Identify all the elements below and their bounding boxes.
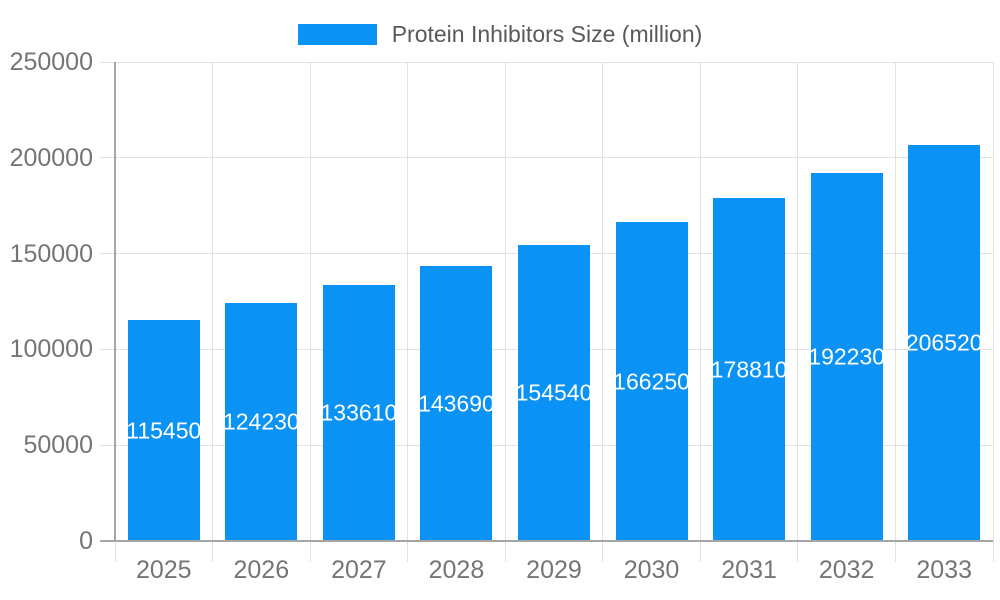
gridline-vertical: [212, 62, 214, 562]
plot-area: 115450 124230 133610 143690 154540 166250 1788…: [100, 61, 994, 562]
bar-value-label: 206520: [908, 329, 981, 356]
gridline-vertical: [699, 62, 701, 562]
x-tick-label: 2029: [526, 556, 582, 584]
bar-value-label: 124230: [225, 408, 298, 435]
bar-2028[interactable]: 143690: [420, 266, 493, 541]
gridline-vertical: [407, 62, 409, 562]
bar-value-label: 166250: [615, 368, 688, 394]
bar-2032[interactable]: 192230: [810, 173, 883, 541]
bar-value-label: 143690: [420, 390, 493, 416]
bar-2026[interactable]: 124230: [225, 303, 298, 541]
legend-swatch: [297, 23, 377, 45]
x-tick-label: 2032: [818, 556, 875, 584]
y-tick-label: 250000: [9, 48, 93, 76]
y-tick-label: 0: [79, 527, 93, 555]
x-tick-label: 2028: [428, 556, 485, 584]
gridline-vertical: [797, 62, 799, 562]
y-tick-label: 100000: [9, 335, 93, 364]
x-tick-label: 2026: [233, 556, 290, 584]
x-tick-label: 2031: [721, 556, 777, 584]
legend[interactable]: Protein Inhibitors Size (million): [0, 22, 1000, 46]
legend-label: Protein Inhibitors Size (million): [391, 21, 703, 47]
x-tick-label: 2027: [331, 556, 387, 584]
bar-2027[interactable]: 133610: [322, 285, 395, 541]
y-tick-label: 50000: [23, 431, 93, 460]
x-tick-label: 2025: [135, 556, 192, 584]
bar-2031[interactable]: 178810: [713, 198, 786, 541]
gridline-vertical: [894, 62, 896, 562]
gridline-horizontal: [100, 61, 993, 63]
bar-2030[interactable]: 166250: [615, 222, 688, 541]
y-axis-line: [114, 62, 116, 541]
bar-value-label: 192230: [810, 343, 883, 370]
x-axis-line: [100, 540, 993, 542]
gridline-horizontal: [100, 157, 993, 159]
bar-2029[interactable]: 154540: [518, 245, 590, 541]
x-tick-label: 2033: [916, 556, 973, 584]
y-tick-label: 150000: [9, 239, 93, 268]
bar-value-label: 115450: [127, 417, 200, 443]
y-tick-label: 200000: [9, 143, 93, 172]
gridline-vertical: [504, 62, 506, 562]
gridline-vertical: [602, 62, 604, 562]
bar-value-label: 154540: [518, 379, 590, 406]
bar-value-label: 178810: [713, 356, 786, 382]
x-tick-label: 2030: [623, 556, 680, 584]
gridline-vertical: [992, 62, 994, 562]
bar-value-label: 133610: [322, 399, 395, 426]
gridline-vertical: [309, 62, 311, 562]
bar-2033[interactable]: 206520: [908, 145, 981, 541]
bar-2025[interactable]: 115450: [127, 320, 200, 541]
